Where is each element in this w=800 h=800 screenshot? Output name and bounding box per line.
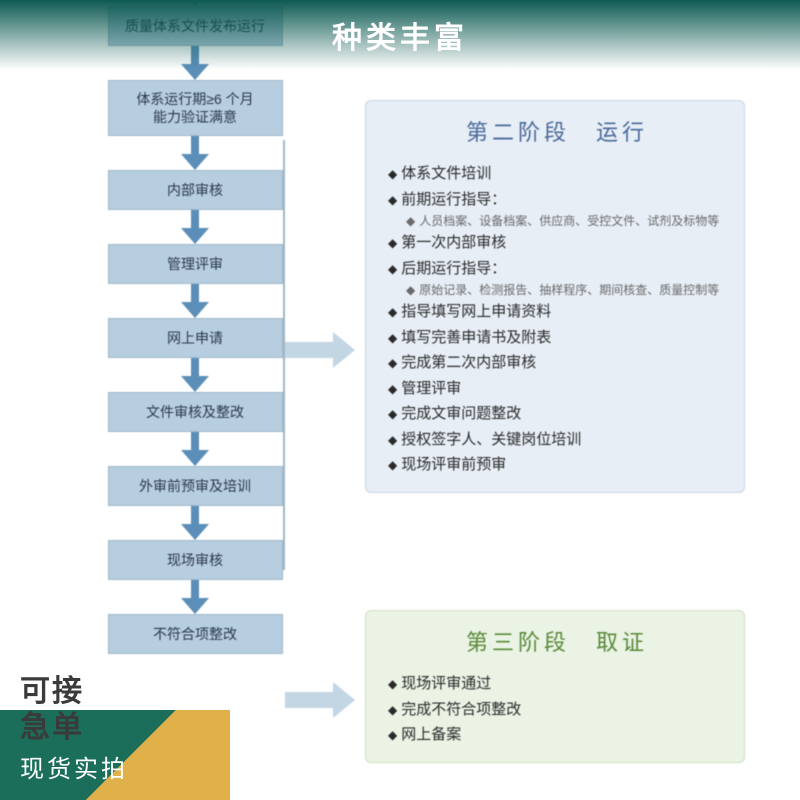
phase3-title: 第三阶段 取证 bbox=[388, 625, 726, 657]
flow-column: 质量体系文件发布运行体系运行期≥6 个月能力验证满意内部审核管理评审网上申请文件… bbox=[105, 0, 285, 654]
phase2-item: 填写完善申请书及附表 bbox=[388, 325, 726, 351]
phase2-item: 后期运行指导： bbox=[388, 256, 726, 282]
phase3-item: 网上备案 bbox=[388, 722, 726, 748]
flow-step: 文件审核及整改 bbox=[108, 392, 283, 432]
phase2-item: 体系文件培训 bbox=[388, 161, 726, 187]
flow-step: 管理评审 bbox=[108, 244, 283, 284]
phase2-item: 人员档案、设备档案、供应商、受控文件、试剂及标物等 bbox=[388, 212, 726, 230]
phase3-list: 现场评审通过完成不符合项整改网上备案 bbox=[388, 671, 726, 748]
phase3-item: 现场评审通过 bbox=[388, 671, 726, 697]
phase2-item: 第一次内部审核 bbox=[388, 230, 726, 256]
phase2-item: 完成文审问题整改 bbox=[388, 401, 726, 427]
watermark-top: 种类丰富 bbox=[0, 0, 800, 70]
phase3-panel: 第三阶段 取证 现场评审通过完成不符合项整改网上备案 bbox=[365, 610, 745, 763]
phase2-item: 指导填写网上申请资料 bbox=[388, 299, 726, 325]
phase2-item: 现场评审前预审 bbox=[388, 452, 726, 478]
phase2-item: 授权签字人、关键岗位培训 bbox=[388, 427, 726, 453]
phase2-title: 第二阶段 运行 bbox=[388, 115, 726, 147]
flow-step: 现场审核 bbox=[108, 540, 283, 580]
watermark-top-text: 种类丰富 bbox=[332, 13, 468, 57]
phase3-item: 完成不符合项整改 bbox=[388, 697, 726, 723]
flow-step: 外审前预审及培训 bbox=[108, 466, 283, 506]
watermark-line3: 现货实拍 bbox=[20, 749, 128, 784]
phase2-item: 完成第二次内部审核 bbox=[388, 350, 726, 376]
phase2-item: 管理评审 bbox=[388, 376, 726, 402]
flow-step: 体系运行期≥6 个月能力验证满意 bbox=[108, 80, 283, 136]
watermark-corner: 可接 急单 现货实拍 bbox=[0, 640, 300, 800]
phase2-item: 原始记录、检测报告、抽样程序、期间核查、质量控制等 bbox=[388, 281, 726, 299]
flow-step: 网上申请 bbox=[108, 318, 283, 358]
phase2-item: 前期运行指导： bbox=[388, 187, 726, 213]
flow-step: 内部审核 bbox=[108, 170, 283, 210]
phase2-panel: 第二阶段 运行 体系文件培训前期运行指导：人员档案、设备档案、供应商、受控文件、… bbox=[365, 100, 745, 493]
watermark-line2: 急单 bbox=[20, 702, 84, 746]
phase2-list: 体系文件培训前期运行指导：人员档案、设备档案、供应商、受控文件、试剂及标物等第一… bbox=[388, 161, 726, 478]
